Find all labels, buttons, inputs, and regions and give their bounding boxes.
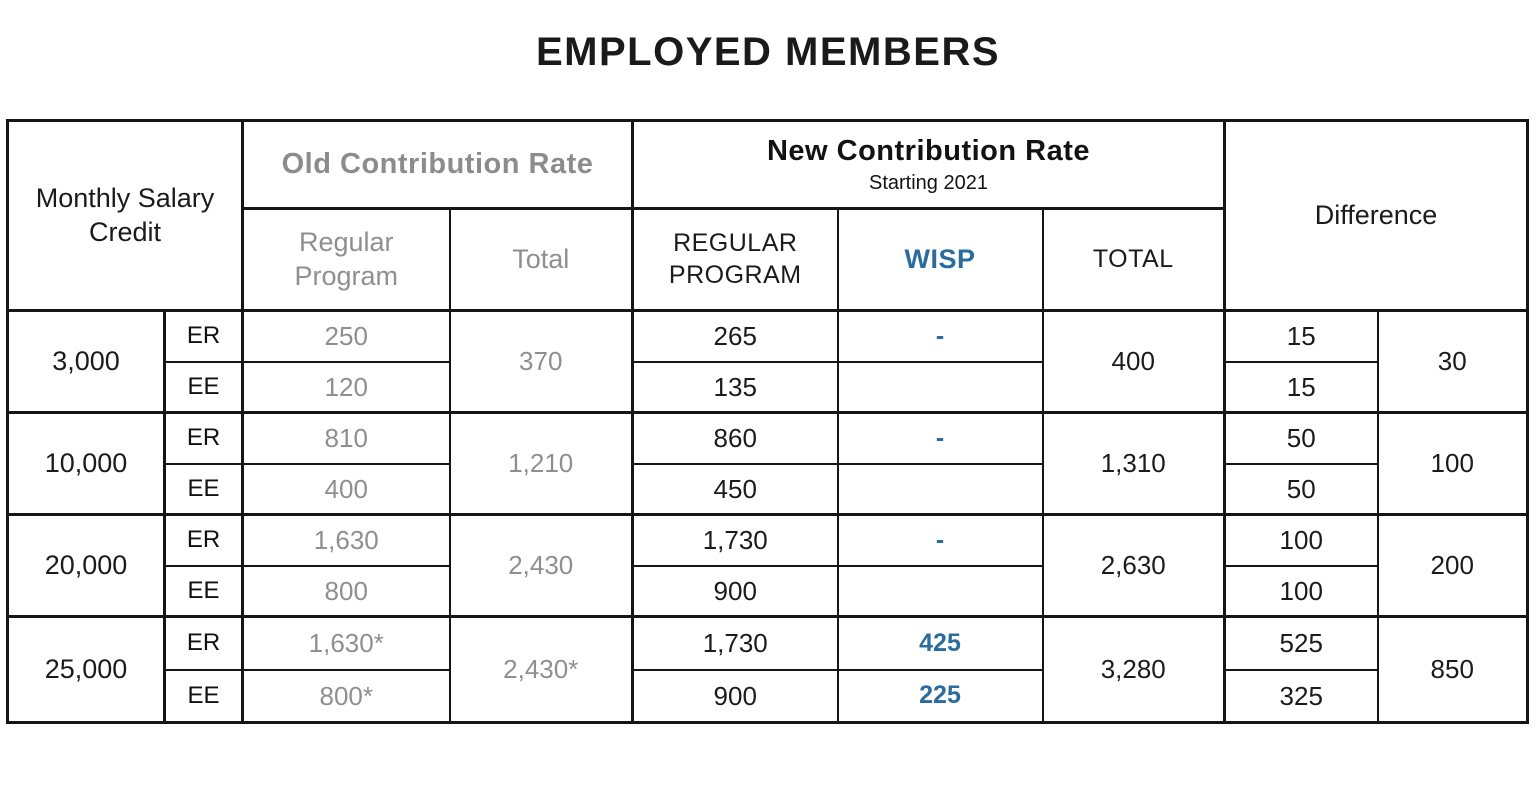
old-regular-er-cell: 250 — [241, 309, 451, 363]
diff-total-cell: 200 — [1376, 513, 1529, 618]
diff-er-cell: 100 — [1223, 513, 1379, 567]
header-old-total: Total — [448, 207, 634, 312]
header-new-regular-program: REGULAR PROGRAM — [631, 207, 839, 312]
diff-total-cell: 850 — [1376, 615, 1529, 724]
table-row-er: 3,000 ER 250 370 265 - 400 15 30 — [6, 309, 1529, 414]
header-new-contribution-rate: New Contribution Rate Starting 2021 — [631, 119, 1226, 210]
diff-er-cell: 525 — [1223, 615, 1379, 671]
new-regular-ee-cell: 135 — [631, 360, 839, 414]
wisp-ee-cell — [836, 564, 1044, 618]
old-total-cell: 1,210 — [448, 411, 634, 516]
new-total-cell: 1,310 — [1041, 411, 1226, 516]
member-type-ee: EE — [163, 462, 244, 516]
member-type-er: ER — [163, 615, 244, 671]
wisp-er-cell: - — [836, 309, 1044, 363]
diff-ee-cell: 50 — [1223, 462, 1379, 516]
table-row-ee: EE 800* 900 225 325 — [8, 668, 1528, 724]
wisp-ee-cell: 225 — [836, 668, 1044, 724]
member-type-ee: EE — [163, 360, 244, 414]
diff-total-cell: 100 — [1376, 411, 1529, 516]
old-total-cell: 2,430* — [448, 615, 634, 724]
table-row-er: 20,000 ER 1,630 2,430 1,730 - 2,630 100 … — [6, 513, 1529, 618]
contribution-rate-table: Monthly Salary Credit Old Contribution R… — [6, 119, 1529, 724]
new-regular-ee-cell: 900 — [631, 668, 839, 724]
salary-cell: 3,000 — [6, 309, 166, 414]
old-regular-ee-cell: 400 — [241, 462, 451, 516]
old-regular-ee-cell: 120 — [241, 360, 451, 414]
header-old-regular-program: Regular Program — [241, 207, 451, 312]
new-regular-er-cell: 265 — [631, 309, 839, 363]
new-total-cell: 2,630 — [1041, 513, 1226, 618]
header-new-regular-program-label: REGULAR PROGRAM — [668, 229, 802, 289]
table-row-er: 25,000 ER 1,630* 2,430* 1,730 425 3,280 … — [6, 615, 1529, 724]
new-total-cell: 400 — [1041, 309, 1226, 414]
old-regular-er-cell: 1,630* — [241, 615, 451, 671]
old-total-cell: 2,430 — [448, 513, 634, 618]
old-regular-er-cell: 1,630 — [241, 513, 451, 567]
diff-ee-cell: 15 — [1223, 360, 1379, 414]
table-row-ee: EE 120 135 15 — [8, 360, 1528, 414]
member-type-ee: EE — [163, 564, 244, 618]
header-new-total: TOTAL — [1041, 207, 1226, 312]
new-regular-er-cell: 1,730 — [631, 513, 839, 567]
header-new-contribution-rate-title: New Contribution Rate — [766, 134, 1091, 167]
diff-ee-cell: 325 — [1223, 668, 1379, 724]
salary-cell: 10,000 — [6, 411, 166, 516]
table-row-ee: EE 800 900 100 — [8, 564, 1528, 618]
new-regular-er-cell: 860 — [631, 411, 839, 465]
header-old-contribution-rate: Old Contribution Rate — [241, 119, 634, 210]
table-row-ee: EE 400 450 50 — [8, 462, 1528, 516]
new-regular-er-cell: 1,730 — [631, 615, 839, 671]
header-difference: Difference — [1223, 119, 1529, 312]
diff-total-cell: 30 — [1376, 309, 1529, 414]
new-regular-ee-cell: 450 — [631, 462, 839, 516]
wisp-er-cell: - — [836, 411, 1044, 465]
wisp-er-cell: 425 — [836, 615, 1044, 671]
wisp-ee-cell — [836, 360, 1044, 414]
diff-ee-cell: 100 — [1223, 564, 1379, 618]
wisp-er-cell: - — [836, 513, 1044, 567]
member-type-er: ER — [163, 513, 244, 567]
old-total-cell: 370 — [448, 309, 634, 414]
old-regular-ee-cell: 800* — [241, 668, 451, 724]
salary-cell: 20,000 — [6, 513, 166, 618]
member-type-er: ER — [163, 411, 244, 465]
header-new-contribution-rate-subtitle: Starting 2021 — [869, 172, 988, 195]
diff-er-cell: 15 — [1223, 309, 1379, 363]
old-regular-ee-cell: 800 — [241, 564, 451, 618]
diff-er-cell: 50 — [1223, 411, 1379, 465]
header-monthly-salary-credit: Monthly Salary Credit — [6, 119, 244, 312]
header-wisp: WISP — [836, 207, 1044, 312]
salary-cell: 25,000 — [6, 615, 166, 724]
wisp-ee-cell — [836, 462, 1044, 516]
header-old-regular-program-label: Regular Program — [294, 226, 399, 291]
page-title: EMPLOYED MEMBERS — [535, 30, 1001, 74]
new-regular-ee-cell: 900 — [631, 564, 839, 618]
old-regular-er-cell: 810 — [241, 411, 451, 465]
header-row-groups: Monthly Salary Credit Old Contribution R… — [6, 119, 1529, 312]
new-total-cell: 3,280 — [1041, 615, 1226, 724]
table-row-er: 10,000 ER 810 1,210 860 - 1,310 50 100 — [6, 411, 1529, 516]
member-type-ee: EE — [163, 668, 244, 724]
member-type-er: ER — [163, 309, 244, 363]
header-row-subcolumns: Regular Program Total REGULAR PROGRAM WI… — [8, 207, 1528, 312]
